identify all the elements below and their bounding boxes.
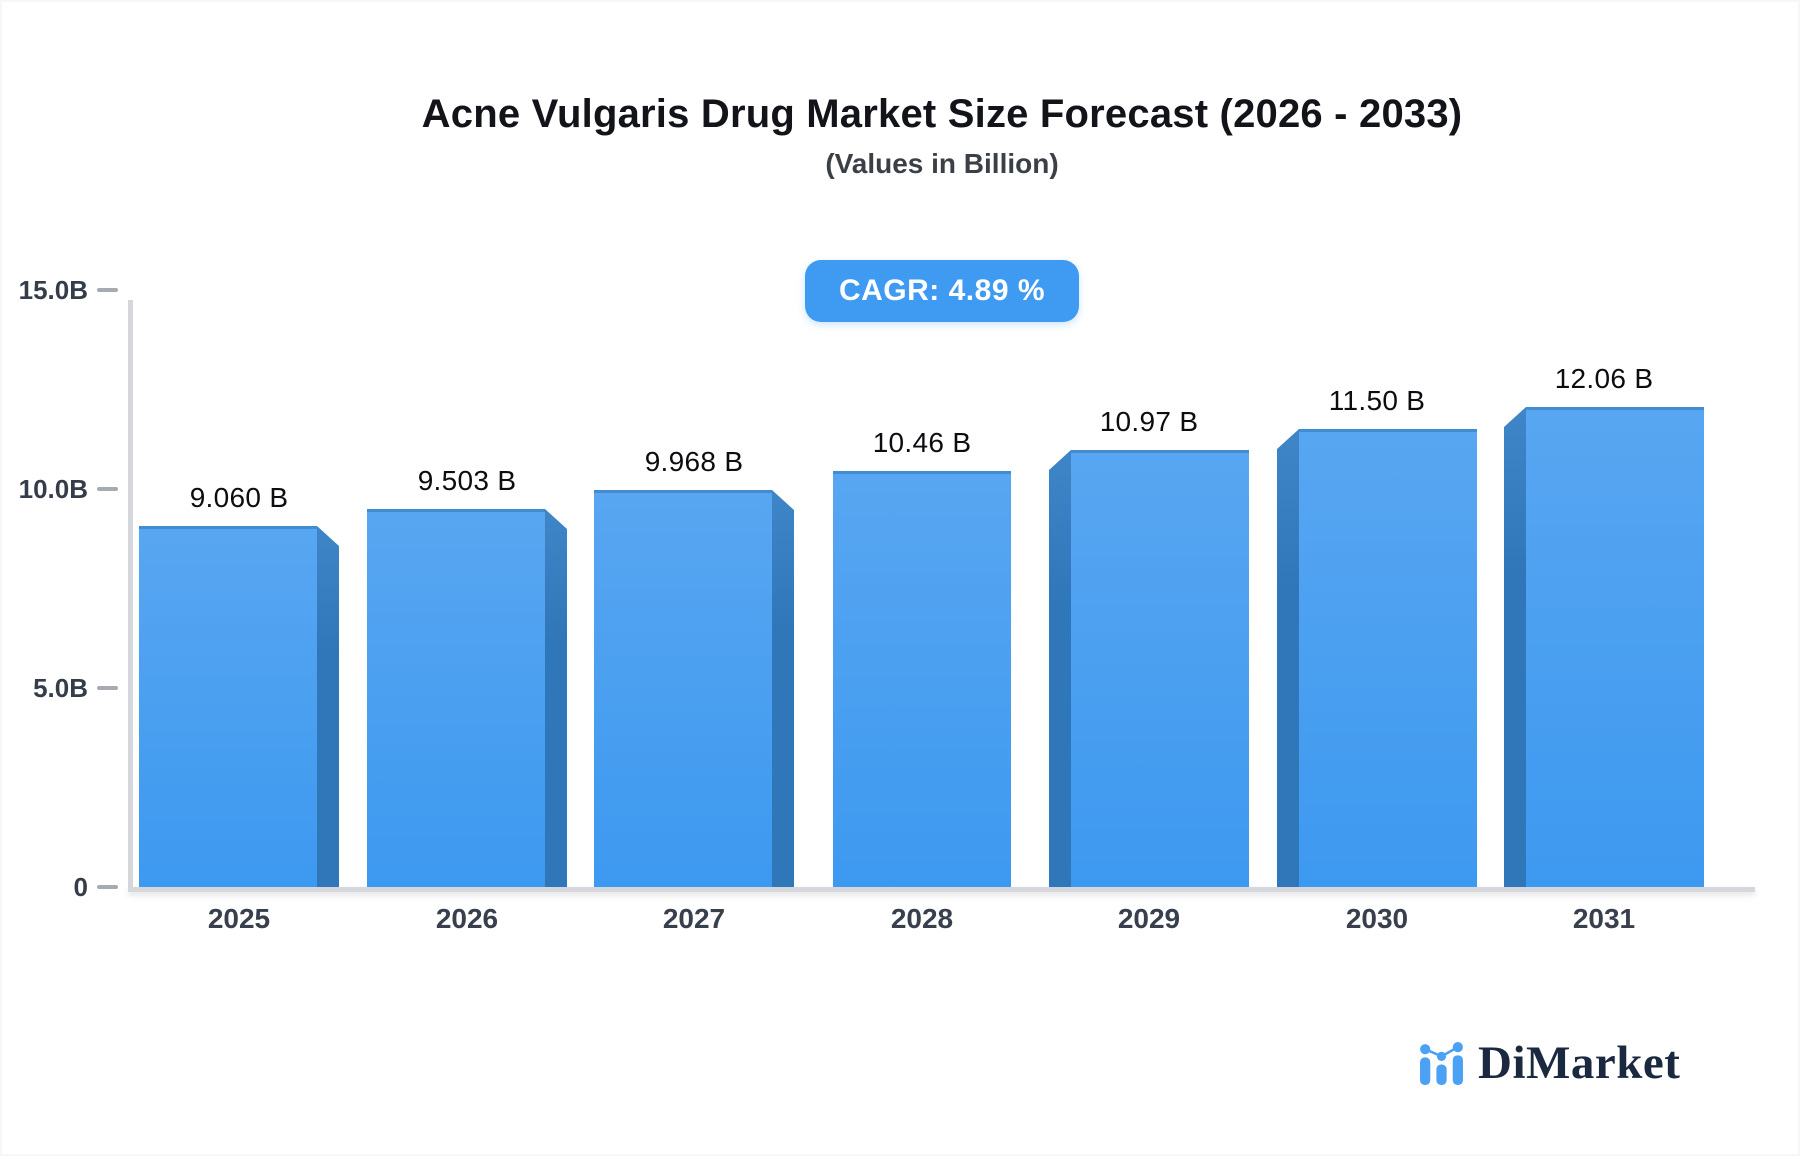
bar-2028 <box>833 471 1011 887</box>
bar-value-2025: 9.060 B <box>189 482 289 513</box>
x-axis-line <box>128 887 1755 892</box>
x-label-2028: 2028 <box>890 903 954 934</box>
y-label-0: 0 <box>73 872 88 902</box>
bar-side-2030 <box>1277 429 1299 887</box>
chart-title: Acne Vulgaris Drug Market Size Forecast … <box>421 92 1463 136</box>
y-axis-line <box>128 300 133 887</box>
mini-bar-chart-icon <box>1420 1042 1463 1085</box>
plot-area: 9.060 B 9.503 B 9.968 B 10.46 B 10.97 B 11.50… <box>128 290 1755 892</box>
bar-side-2029 <box>1049 450 1071 887</box>
x-label-2026: 2026 <box>435 903 499 934</box>
bar-side-2026 <box>545 509 567 887</box>
bar-value-2031: 12.06 B <box>1554 363 1654 394</box>
chart-subtitle: (Values in Billion) <box>825 148 1059 179</box>
x-label-2030: 2030 <box>1345 903 1409 934</box>
x-label-2025: 2025 <box>207 903 271 934</box>
y-tick-0 <box>97 885 118 889</box>
bar-value-2030: 11.50 B <box>1328 385 1426 416</box>
y-tick-10.0B <box>97 487 118 491</box>
y-tick-15.0B <box>97 288 118 292</box>
bar-side-2025 <box>317 526 339 887</box>
bar-2031 <box>1526 407 1704 887</box>
bar-value-2027: 9.968 B <box>644 446 744 477</box>
x-label-2027: 2027 <box>662 903 726 934</box>
y-label-15.0B: 15.0B <box>18 275 88 305</box>
y-label-5.0B: 5.0B <box>33 673 88 703</box>
y-tick-5.0B <box>97 686 118 690</box>
bar-2026 <box>367 509 545 887</box>
bar-side-2027 <box>772 490 794 887</box>
bar-side-2031 <box>1504 407 1526 887</box>
brand-logo: DiMarket <box>1418 1040 1680 1087</box>
y-label-10.0B: 10.0B <box>18 474 88 504</box>
bar-value-2028: 10.46 B <box>872 427 972 458</box>
bar-2027 <box>594 490 772 887</box>
bar-2025 <box>139 526 317 887</box>
bar-2029 <box>1071 450 1249 887</box>
cagr-badge-row: CAGR: 4.89 % <box>84 260 1800 322</box>
cagr-badge: CAGR: 4.89 % <box>804 260 1080 322</box>
brand-logo-text: DiMarket <box>1478 1037 1681 1089</box>
bar-2030 <box>1299 429 1477 887</box>
x-label-2029: 2029 <box>1117 903 1181 934</box>
bar-value-2026: 9.503 B <box>417 465 517 496</box>
x-label-2031: 2031 <box>1572 903 1636 934</box>
bar-value-2029: 10.97 B <box>1099 406 1199 437</box>
